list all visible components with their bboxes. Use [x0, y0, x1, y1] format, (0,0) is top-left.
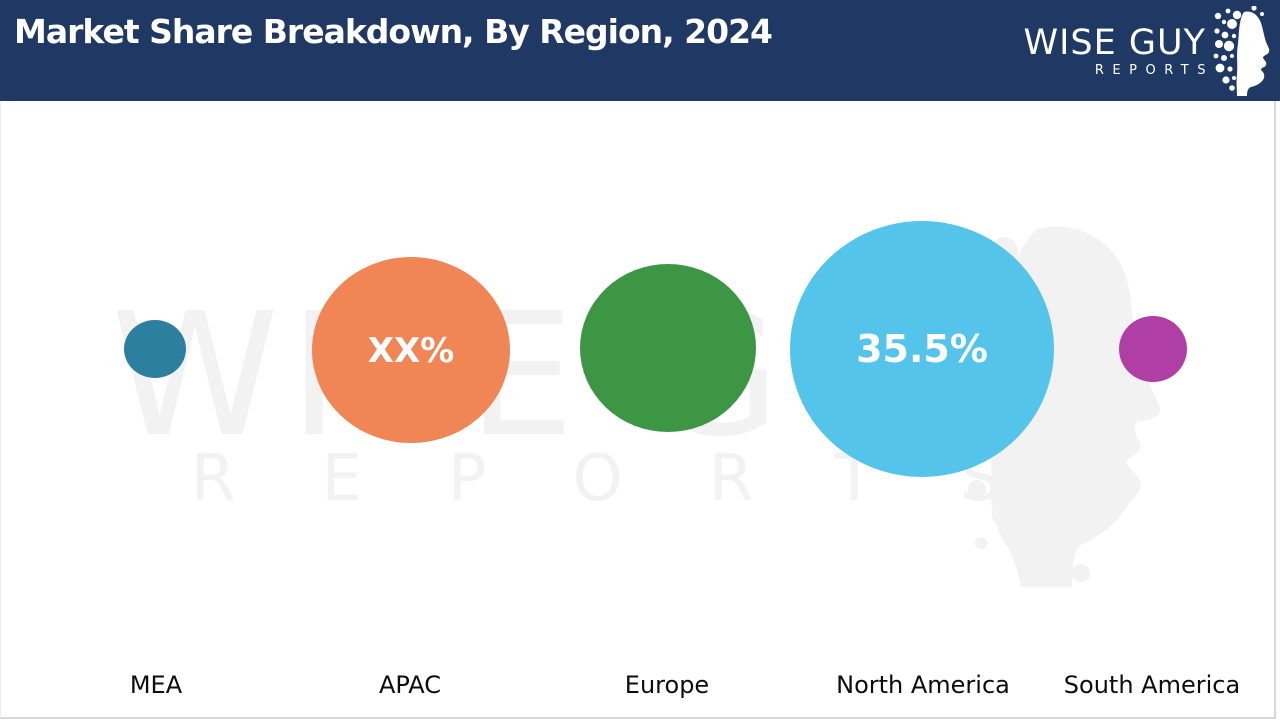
bubble-plot: XX% 35.5% — [124, 221, 1187, 477]
wise-guy-logo-text: WISE GUY REPORTS — [1023, 24, 1206, 79]
bubble-chart: WISE GUY REPORTS XX% 35.5% MEA APAC Euro… — [0, 101, 1276, 719]
category-label-north-america: North America — [836, 671, 1010, 699]
bubble-value-north-america: 35.5% — [856, 327, 988, 371]
wise-guy-head-icon — [1213, 6, 1270, 96]
bubble-apac — [312, 257, 510, 443]
logo-subtitle: REPORTS — [1094, 63, 1214, 79]
bubble-value-apac: XX% — [368, 331, 455, 371]
bubble-mea — [124, 320, 186, 378]
bubble-south-america — [1119, 316, 1187, 382]
category-label-europe: Europe — [624, 671, 710, 699]
wise-guy-logo: WISE GUY REPORTS — [1023, 6, 1270, 96]
category-label-apac: APAC — [378, 671, 442, 699]
page-title: Market Share Breakdown, By Region, 2024 — [14, 12, 773, 51]
category-label-south-america: South America — [1063, 671, 1241, 699]
bubble-north-america — [790, 221, 1054, 477]
bubble-europe — [580, 264, 756, 432]
logo-wordmark: WISE GUY — [1023, 22, 1206, 63]
header-bar: Market Share Breakdown, By Region, 2024 … — [0, 0, 1280, 101]
category-label-mea: MEA — [129, 671, 183, 699]
